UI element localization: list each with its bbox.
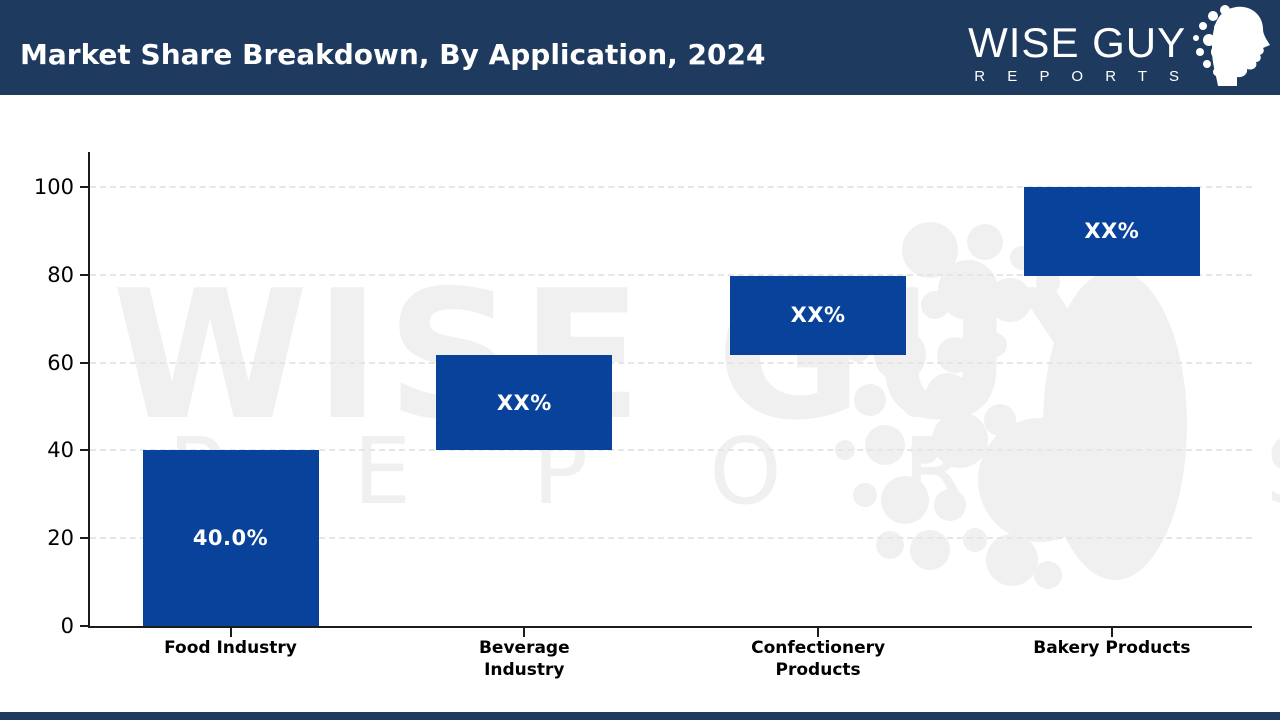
- x-axis-spine: [88, 626, 1252, 628]
- logo: WISE GUY R E P O R T S: [966, 4, 1274, 88]
- x-tick-mark: [817, 628, 820, 637]
- x-category-label: Confectionery Products: [751, 638, 886, 681]
- footer-bar: [0, 712, 1280, 720]
- y-tick-label: 60: [47, 350, 74, 375]
- x-tick-mark: [229, 628, 232, 637]
- bar-value-label: XX%: [790, 303, 846, 328]
- y-axis-spine: [88, 152, 90, 628]
- y-tick-mark: [80, 449, 88, 452]
- x-category-label: Bakery Products: [1033, 638, 1191, 658]
- header-bar: Market Share Breakdown, By Application, …: [0, 0, 1280, 95]
- y-tick-mark: [80, 186, 88, 188]
- gridline: [90, 186, 1252, 188]
- y-tick-mark: [80, 273, 88, 276]
- y-tick-mark: [80, 537, 88, 540]
- y-tick-label: 0: [60, 614, 74, 638]
- y-tick-mark: [80, 361, 88, 364]
- logo-wordmark: WISE GUY: [968, 18, 1187, 66]
- x-category-label: Food Industry: [164, 638, 297, 658]
- bar-value-label: 40.0%: [192, 526, 269, 551]
- y-tick-label: 80: [47, 262, 74, 287]
- y-tick-mark: [80, 625, 88, 627]
- bar-beverage-industry: XX%: [436, 355, 613, 451]
- x-tick-mark: [1110, 628, 1113, 637]
- gridline: [90, 273, 1252, 276]
- y-tick-label: 20: [47, 526, 74, 551]
- x-tick-mark: [523, 628, 526, 637]
- bar-confectionery-products: XX%: [730, 275, 907, 356]
- gridline: [90, 449, 1252, 452]
- gridline: [90, 361, 1252, 364]
- bar-value-label: XX%: [1084, 219, 1140, 244]
- logo-text: WISE GUY R E P O R T S: [966, 18, 1188, 85]
- y-tick-label: 100: [33, 175, 74, 199]
- bar-value-label: XX%: [496, 390, 552, 415]
- logo-face-icon: [1193, 5, 1270, 87]
- bar-food-industry: 40.0%: [142, 450, 319, 626]
- logo-subtext: R E P O R T S: [974, 67, 1188, 85]
- y-tick-label: 40: [47, 438, 74, 463]
- gridline: [90, 537, 1252, 540]
- x-category-label: Beverage Industry: [478, 638, 570, 681]
- page-title: Market Share Breakdown, By Application, …: [20, 38, 766, 71]
- bar-bakery-products: XX%: [1023, 187, 1200, 276]
